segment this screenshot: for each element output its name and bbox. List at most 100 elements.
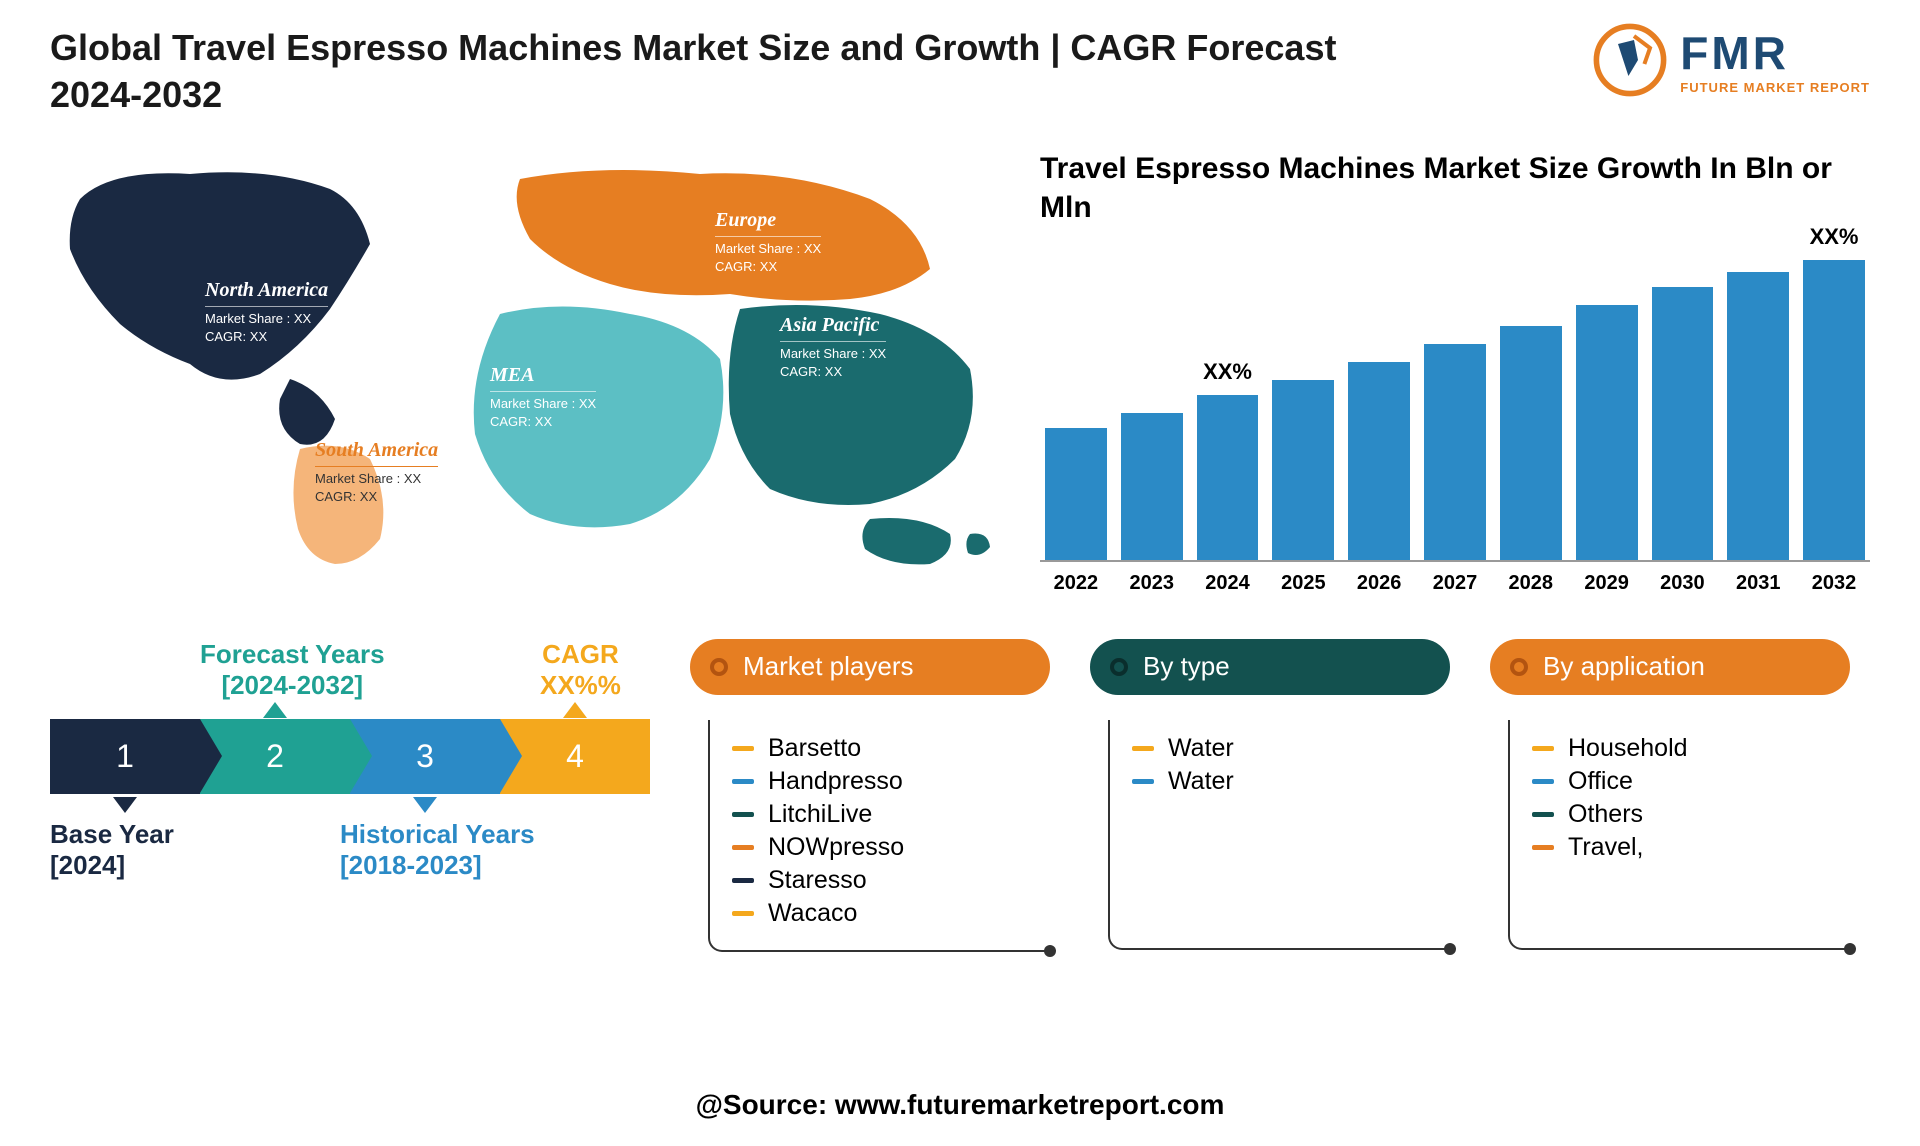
list-item: Wacaco <box>732 899 1050 928</box>
bar-year-label: 2026 <box>1357 572 1402 595</box>
dash-icon <box>1532 746 1554 751</box>
by-type-pill: By type <box>1090 639 1450 695</box>
timeline-cagr-label: CAGRXX%% <box>540 639 621 701</box>
dash-icon <box>1532 845 1554 850</box>
bar <box>1652 287 1714 560</box>
dash-icon <box>1132 746 1154 751</box>
bar-column: 2023 <box>1121 242 1183 560</box>
logo-globe-icon <box>1590 20 1670 100</box>
bar-year-label: 2030 <box>1660 572 1705 595</box>
world-map: North America Market Share : XXCAGR: XX … <box>50 149 1010 569</box>
bar <box>1121 413 1183 560</box>
bar-column: 2022 <box>1045 242 1107 560</box>
region-mea: MEA Market Share : XXCAGR: XX <box>490 364 596 431</box>
bar-annotation: XX% <box>1203 359 1252 385</box>
region-south-america: South America Market Share : XXCAGR: XX <box>315 439 438 506</box>
bar-year-label: 2027 <box>1433 572 1478 595</box>
dash-icon <box>1532 812 1554 817</box>
list-item-label: Household <box>1568 734 1688 763</box>
pill-dot-icon <box>1110 658 1128 676</box>
bar-year-label: 2028 <box>1509 572 1554 595</box>
bar-column: 2029 <box>1576 242 1638 560</box>
pill-dot-icon <box>1510 658 1528 676</box>
list-item-label: LitchiLive <box>768 800 872 829</box>
arrow-up-icon <box>563 702 587 718</box>
bar-column: XX%2032 <box>1803 242 1865 560</box>
bar-column: 2028 <box>1500 242 1562 560</box>
arrow-up-icon <box>263 702 287 718</box>
market-players-pill: Market players <box>690 639 1050 695</box>
logo-text-sub: FUTURE MARKET REPORT <box>1680 80 1870 95</box>
dash-icon <box>732 746 754 751</box>
list-item: Others <box>1532 800 1850 829</box>
chart-title: Travel Espresso Machines Market Size Gro… <box>1040 149 1870 227</box>
bar-year-label: 2029 <box>1584 572 1629 595</box>
bar <box>1197 395 1259 560</box>
dash-icon <box>732 878 754 883</box>
fmr-logo: FMR FUTURE MARKET REPORT <box>1590 20 1870 100</box>
list-item-label: Water <box>1168 734 1234 763</box>
region-asia-pacific: Asia Pacific Market Share : XXCAGR: XX <box>780 314 886 381</box>
bar-column: 2025 <box>1272 242 1334 560</box>
list-item: Staresso <box>732 866 1050 895</box>
dash-icon <box>732 779 754 784</box>
list-item: Water <box>1132 767 1450 796</box>
dash-icon <box>732 845 754 850</box>
list-item: Household <box>1532 734 1850 763</box>
list-item-label: Staresso <box>768 866 867 895</box>
list-item: Travel, <box>1532 833 1850 862</box>
bar-column: 2030 <box>1652 242 1714 560</box>
timeline-forecast-label: Forecast Years[2024-2032] <box>200 639 385 701</box>
bar-year-label: 2023 <box>1129 572 1174 595</box>
bar-annotation: XX% <box>1810 224 1859 250</box>
by-application-section: By application HouseholdOfficeOthersTrav… <box>1490 639 1850 950</box>
list-item: Barsetto <box>732 734 1050 763</box>
market-players-section: Market players Barsetto Handpresso LitchiL… <box>690 639 1050 952</box>
by-type-section: By type Water Water <box>1090 639 1450 950</box>
list-item: Handpresso <box>732 767 1050 796</box>
bar-year-label: 2022 <box>1054 572 1099 595</box>
pill-dot-icon <box>710 658 728 676</box>
bar-year-label: 2025 <box>1281 572 1326 595</box>
timeline-historical-label: Historical Years[2018-2023] <box>340 819 535 881</box>
bar-year-label: 2032 <box>1812 572 1857 595</box>
bar <box>1045 428 1107 560</box>
bar <box>1424 344 1486 560</box>
bar-year-label: 2024 <box>1205 572 1250 595</box>
bar <box>1272 380 1334 560</box>
arrow-down-icon <box>413 797 437 813</box>
timeline-segment: 3 <box>350 719 500 794</box>
dash-icon <box>1532 779 1554 784</box>
bar <box>1576 305 1638 560</box>
region-north-america: North America Market Share : XXCAGR: XX <box>205 279 328 346</box>
list-item-label: Handpresso <box>768 767 903 796</box>
list-item-label: Water <box>1168 767 1234 796</box>
bar-column: XX%2024 <box>1197 242 1259 560</box>
page-title: Global Travel Espresso Machines Market S… <box>50 25 1350 119</box>
bar <box>1727 272 1789 560</box>
list-item-label: Wacaco <box>768 899 857 928</box>
list-item-label: Office <box>1568 767 1633 796</box>
bar-column: 2026 <box>1348 242 1410 560</box>
list-item: NOWpresso <box>732 833 1050 862</box>
dash-icon <box>732 911 754 916</box>
region-europe: Europe Market Share : XXCAGR: XX <box>715 209 821 276</box>
bar-column: 2031 <box>1727 242 1789 560</box>
list-item-label: NOWpresso <box>768 833 904 862</box>
logo-text-main: FMR <box>1680 26 1870 80</box>
dash-icon <box>1132 779 1154 784</box>
bar-column: 2027 <box>1424 242 1486 560</box>
list-item-label: Barsetto <box>768 734 861 763</box>
bar-year-label: 2031 <box>1736 572 1781 595</box>
timeline-segment: 2 <box>200 719 350 794</box>
bar <box>1348 362 1410 560</box>
timeline: Forecast Years[2024-2032] CAGRXX%% 1234 … <box>50 639 650 794</box>
list-item: LitchiLive <box>732 800 1050 829</box>
list-item-label: Travel, <box>1568 833 1643 862</box>
list-item: Water <box>1132 734 1450 763</box>
bar <box>1500 326 1562 560</box>
source-attribution: @Source: www.futuremarketreport.com <box>696 1089 1225 1121</box>
timeline-segment: 1 <box>50 719 200 794</box>
timeline-base-label: Base Year[2024] <box>50 819 174 881</box>
timeline-segment: 4 <box>500 719 650 794</box>
